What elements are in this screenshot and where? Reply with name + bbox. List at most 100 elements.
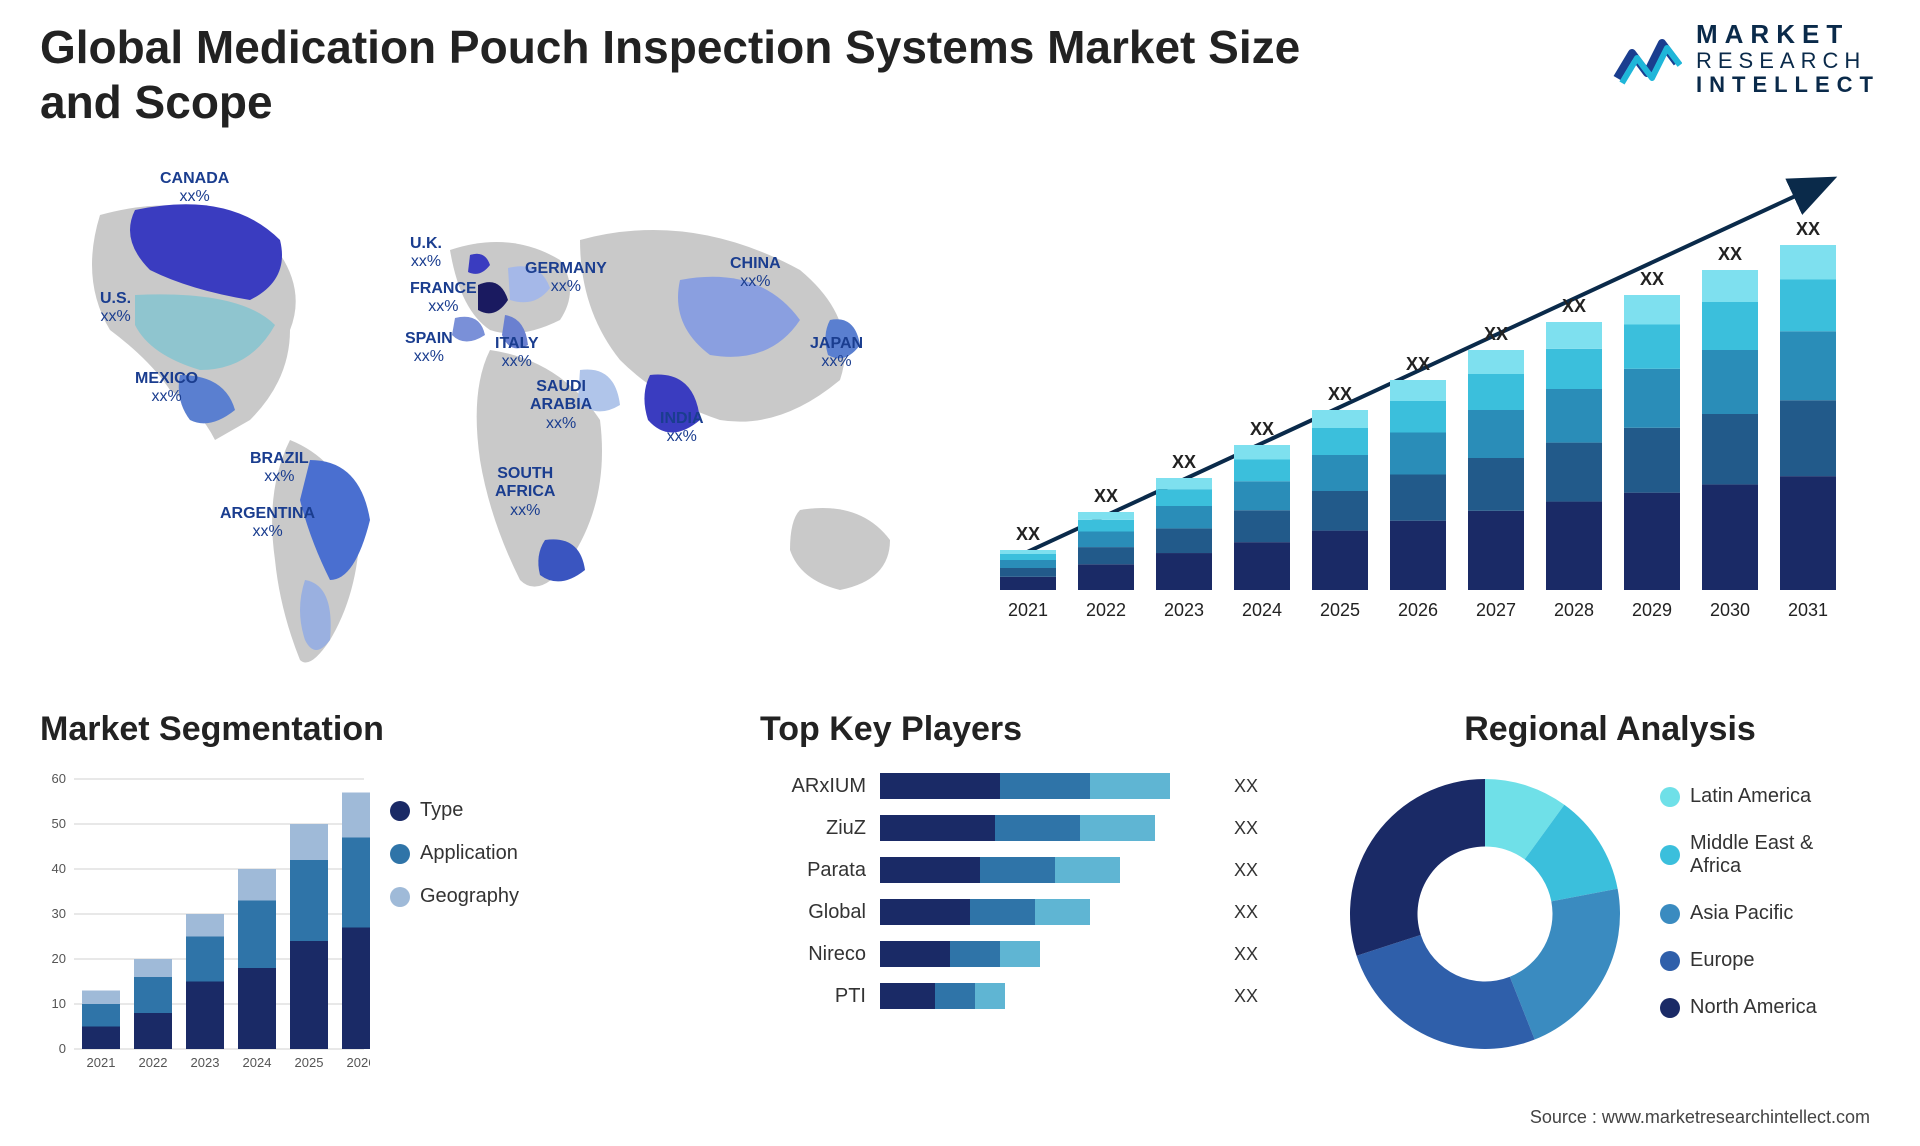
player-bar-seg xyxy=(880,899,970,925)
player-name: Parata xyxy=(760,859,880,882)
svg-text:2030: 2030 xyxy=(1710,600,1750,620)
legend-label: Middle East &Africa xyxy=(1690,832,1813,878)
header: Global Medication Pouch Inspection Syste… xyxy=(40,20,1880,130)
map-label: U.S.xx% xyxy=(100,290,131,327)
regional-panel: Regional Analysis Latin AmericaMiddle Ea… xyxy=(1340,710,1880,1110)
player-row: ZiuZXX xyxy=(760,815,1310,841)
svg-text:XX: XX xyxy=(1406,354,1430,374)
player-bar-seg xyxy=(935,983,975,1009)
legend-item: Application xyxy=(390,842,519,865)
player-name: ARxIUM xyxy=(760,775,880,798)
players-list: ARxIUMXXZiuZXXParataXXGlobalXXNirecoXXPT… xyxy=(760,773,1310,1009)
map-label: INDIAxx% xyxy=(660,410,704,447)
svg-text:2021: 2021 xyxy=(1008,600,1048,620)
player-value: XX xyxy=(1220,860,1258,881)
legend-swatch xyxy=(1660,787,1680,807)
svg-text:XX: XX xyxy=(1796,219,1820,239)
segmentation-chart-svg: 0102030405060202120222023202420252026 xyxy=(40,769,370,1079)
growth-chart: XX2021XX2022XX2023XX2024XX2025XX2026XX20… xyxy=(980,160,1860,640)
player-bar-seg xyxy=(995,815,1080,841)
player-bar-seg xyxy=(1035,899,1090,925)
legend-label: Application xyxy=(420,842,518,865)
logo-text: MARKET RESEARCH INTELLECT xyxy=(1696,20,1880,97)
logo-icon xyxy=(1612,23,1682,93)
map-label: CHINAxx% xyxy=(730,255,781,292)
legend-item: Latin America xyxy=(1660,785,1817,808)
page-title: Global Medication Pouch Inspection Syste… xyxy=(40,20,1340,130)
world-map-svg xyxy=(40,160,940,700)
players-panel: Top Key Players ARxIUMXXZiuZXXParataXXGl… xyxy=(760,710,1310,1110)
player-bar-seg xyxy=(1000,773,1090,799)
svg-text:XX: XX xyxy=(1094,486,1118,506)
map-label: FRANCExx% xyxy=(410,280,477,317)
map-label: GERMANYxx% xyxy=(525,260,607,297)
map-label: CANADAxx% xyxy=(160,170,229,207)
svg-text:XX: XX xyxy=(1640,269,1664,289)
svg-text:40: 40 xyxy=(52,861,66,876)
svg-text:2024: 2024 xyxy=(1242,600,1282,620)
legend-swatch xyxy=(390,801,410,821)
legend-label: Asia Pacific xyxy=(1690,902,1793,925)
svg-text:2026: 2026 xyxy=(347,1055,370,1070)
player-bar-seg xyxy=(880,773,1000,799)
svg-text:2025: 2025 xyxy=(295,1055,324,1070)
svg-text:2027: 2027 xyxy=(1476,600,1516,620)
player-bar-seg xyxy=(880,941,950,967)
growth-chart-svg: XX2021XX2022XX2023XX2024XX2025XX2026XX20… xyxy=(980,160,1860,640)
segmentation-legend: Type Application Geography xyxy=(390,769,519,1079)
svg-text:0: 0 xyxy=(59,1041,66,1056)
legend-label: Geography xyxy=(420,885,519,908)
legend-swatch xyxy=(1660,904,1680,924)
player-bar xyxy=(880,773,1220,799)
logo: MARKET RESEARCH INTELLECT xyxy=(1612,20,1880,97)
legend-swatch xyxy=(1660,845,1680,865)
legend-swatch xyxy=(1660,951,1680,971)
regional-donut xyxy=(1340,769,1630,1059)
svg-text:XX: XX xyxy=(1328,384,1352,404)
player-value: XX xyxy=(1220,776,1258,797)
svg-text:XX: XX xyxy=(1016,524,1040,544)
svg-text:2023: 2023 xyxy=(1164,600,1204,620)
map-label: JAPANxx% xyxy=(810,335,863,372)
players-title: Top Key Players xyxy=(760,710,1310,749)
svg-text:2031: 2031 xyxy=(1788,600,1828,620)
logo-line3: INTELLECT xyxy=(1696,73,1880,97)
player-bar-seg xyxy=(1080,815,1155,841)
player-row: Parata XX xyxy=(760,857,1310,883)
player-value: XX xyxy=(1220,902,1258,923)
svg-text:50: 50 xyxy=(52,816,66,831)
legend-swatch xyxy=(390,887,410,907)
legend-swatch xyxy=(1660,998,1680,1018)
svg-text:2028: 2028 xyxy=(1554,600,1594,620)
player-bar xyxy=(880,899,1220,925)
legend-label: Type xyxy=(420,799,463,822)
map-label: SOUTHAFRICAxx% xyxy=(495,465,555,520)
player-name: PTI xyxy=(760,985,880,1008)
svg-text:10: 10 xyxy=(52,996,66,1011)
svg-text:XX: XX xyxy=(1562,296,1586,316)
player-value: XX xyxy=(1220,944,1258,965)
map-label: SPAINxx% xyxy=(405,330,453,367)
player-value: XX xyxy=(1220,986,1258,1007)
player-name: Nireco xyxy=(760,943,880,966)
svg-text:2025: 2025 xyxy=(1320,600,1360,620)
player-row: GlobalXX xyxy=(760,899,1310,925)
player-row: PTI XX xyxy=(760,983,1310,1009)
regional-donut-svg xyxy=(1340,769,1630,1059)
legend-item: Europe xyxy=(1660,949,1817,972)
svg-text:20: 20 xyxy=(52,951,66,966)
player-bar xyxy=(880,815,1220,841)
source-attribution: Source : www.marketresearchintellect.com xyxy=(1530,1107,1870,1128)
map-label: BRAZILxx% xyxy=(250,450,309,487)
svg-text:2022: 2022 xyxy=(139,1055,168,1070)
legend-item: North America xyxy=(1660,996,1817,1019)
player-bar xyxy=(880,983,1220,1009)
player-bar-seg xyxy=(980,857,1055,883)
svg-text:XX: XX xyxy=(1484,324,1508,344)
svg-text:2029: 2029 xyxy=(1632,600,1672,620)
map-label: U.K.xx% xyxy=(410,235,442,272)
segmentation-chart: 0102030405060202120222023202420252026 xyxy=(40,769,370,1079)
svg-text:XX: XX xyxy=(1250,419,1274,439)
map-label: SAUDIARABIAxx% xyxy=(530,378,592,433)
legend-label: North America xyxy=(1690,996,1817,1019)
